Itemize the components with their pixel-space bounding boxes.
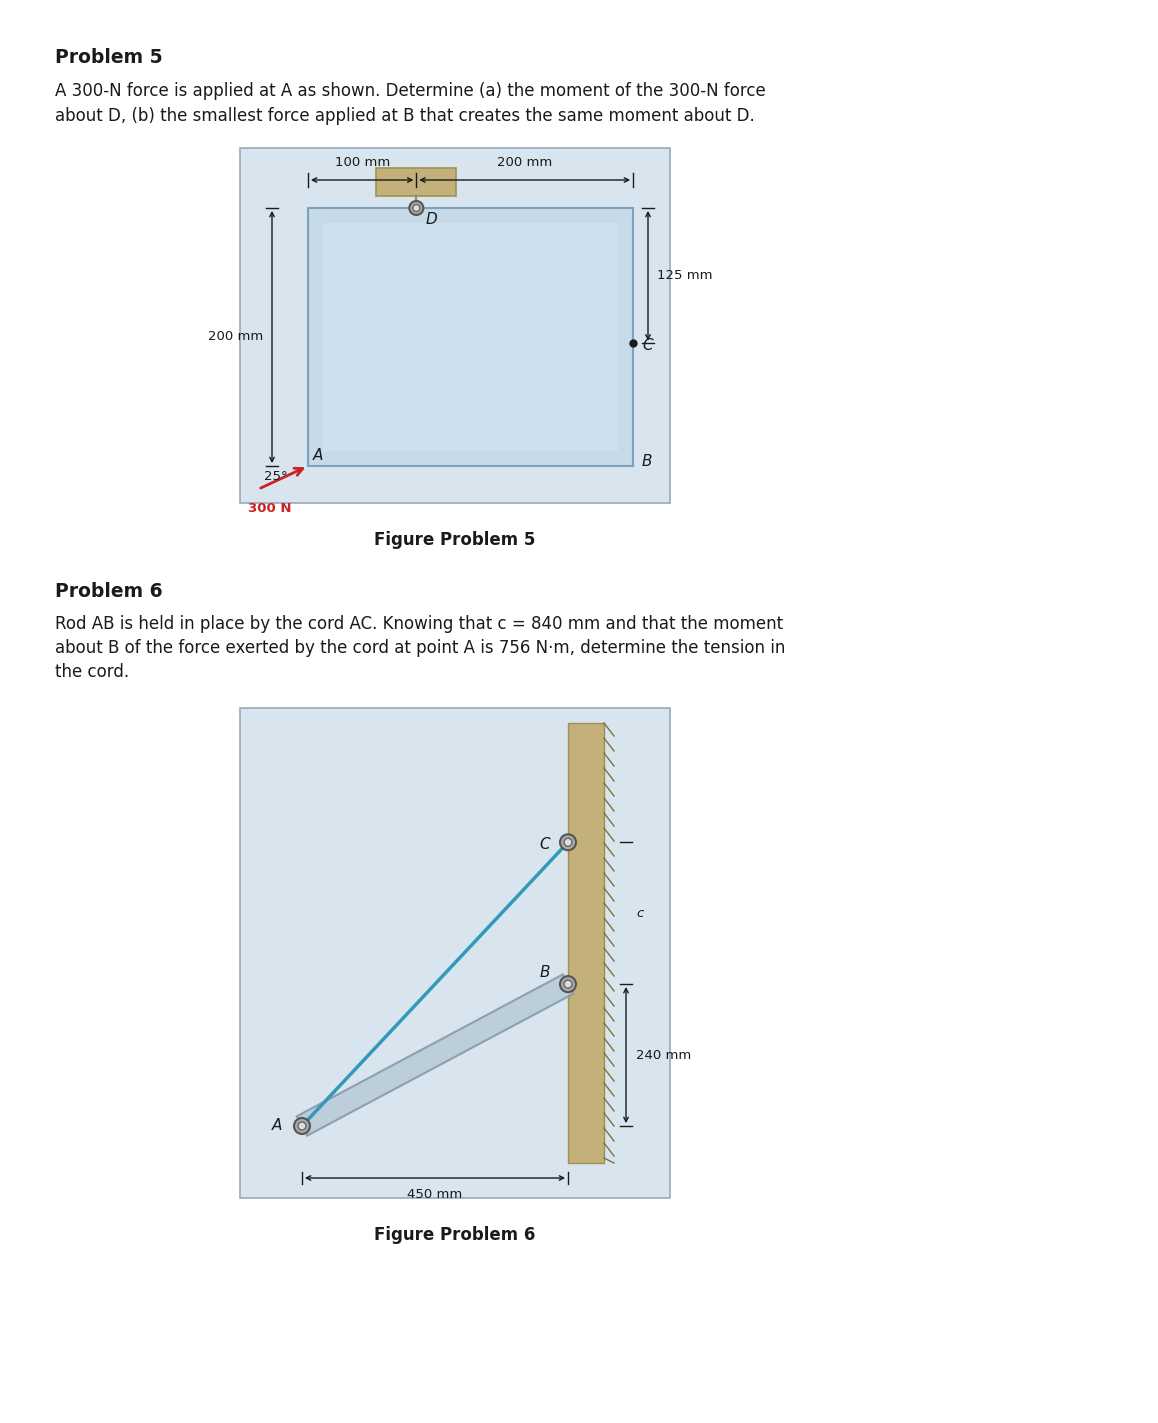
Bar: [376, 168, 456, 196]
Text: Problem 6: Problem 6: [54, 582, 162, 601]
Circle shape: [409, 201, 424, 215]
Text: A: A: [313, 448, 323, 462]
Text: D: D: [425, 212, 437, 228]
Text: C: C: [642, 337, 653, 353]
Bar: [323, 223, 618, 451]
Text: Rod AB is held in place by the cord AC. Knowing that c = 840 mm and that the mom: Rod AB is held in place by the cord AC. …: [54, 615, 783, 633]
Text: 25°: 25°: [264, 470, 287, 482]
Bar: [240, 709, 670, 1198]
Circle shape: [564, 838, 572, 847]
Bar: [240, 148, 670, 502]
Polygon shape: [296, 975, 573, 1136]
Text: 200 mm: 200 mm: [497, 157, 552, 169]
Circle shape: [560, 834, 576, 851]
Circle shape: [298, 1121, 306, 1130]
Bar: [569, 723, 604, 1163]
Text: 450 mm: 450 mm: [408, 1188, 463, 1201]
Text: A: A: [272, 1118, 283, 1134]
Text: B: B: [540, 965, 550, 980]
Circle shape: [564, 980, 572, 988]
Text: 125 mm: 125 mm: [657, 269, 712, 282]
Text: Figure Problem 6: Figure Problem 6: [374, 1227, 536, 1244]
Text: 300 N: 300 N: [248, 501, 292, 515]
Text: about B of the force exerted by the cord at point A is 756 N·m, determine the te: about B of the force exerted by the cord…: [54, 639, 785, 657]
Text: C: C: [540, 837, 550, 852]
Text: 200 mm: 200 mm: [207, 330, 263, 343]
Circle shape: [413, 205, 420, 212]
Text: A 300-N force is applied at A as shown. Determine (a) the moment of the 300-N fo: A 300-N force is applied at A as shown. …: [54, 83, 765, 100]
Bar: [308, 208, 633, 465]
Text: Problem 5: Problem 5: [54, 48, 162, 67]
Text: B: B: [642, 454, 652, 468]
Circle shape: [294, 1118, 310, 1134]
Circle shape: [560, 976, 576, 992]
Text: Figure Problem 5: Figure Problem 5: [374, 531, 536, 549]
Text: the cord.: the cord.: [54, 663, 130, 682]
Text: 100 mm: 100 mm: [335, 157, 390, 169]
Text: 240 mm: 240 mm: [636, 1049, 691, 1062]
Text: c: c: [636, 906, 643, 919]
Text: about D, (b) the smallest force applied at B that creates the same moment about : about D, (b) the smallest force applied …: [54, 107, 755, 125]
